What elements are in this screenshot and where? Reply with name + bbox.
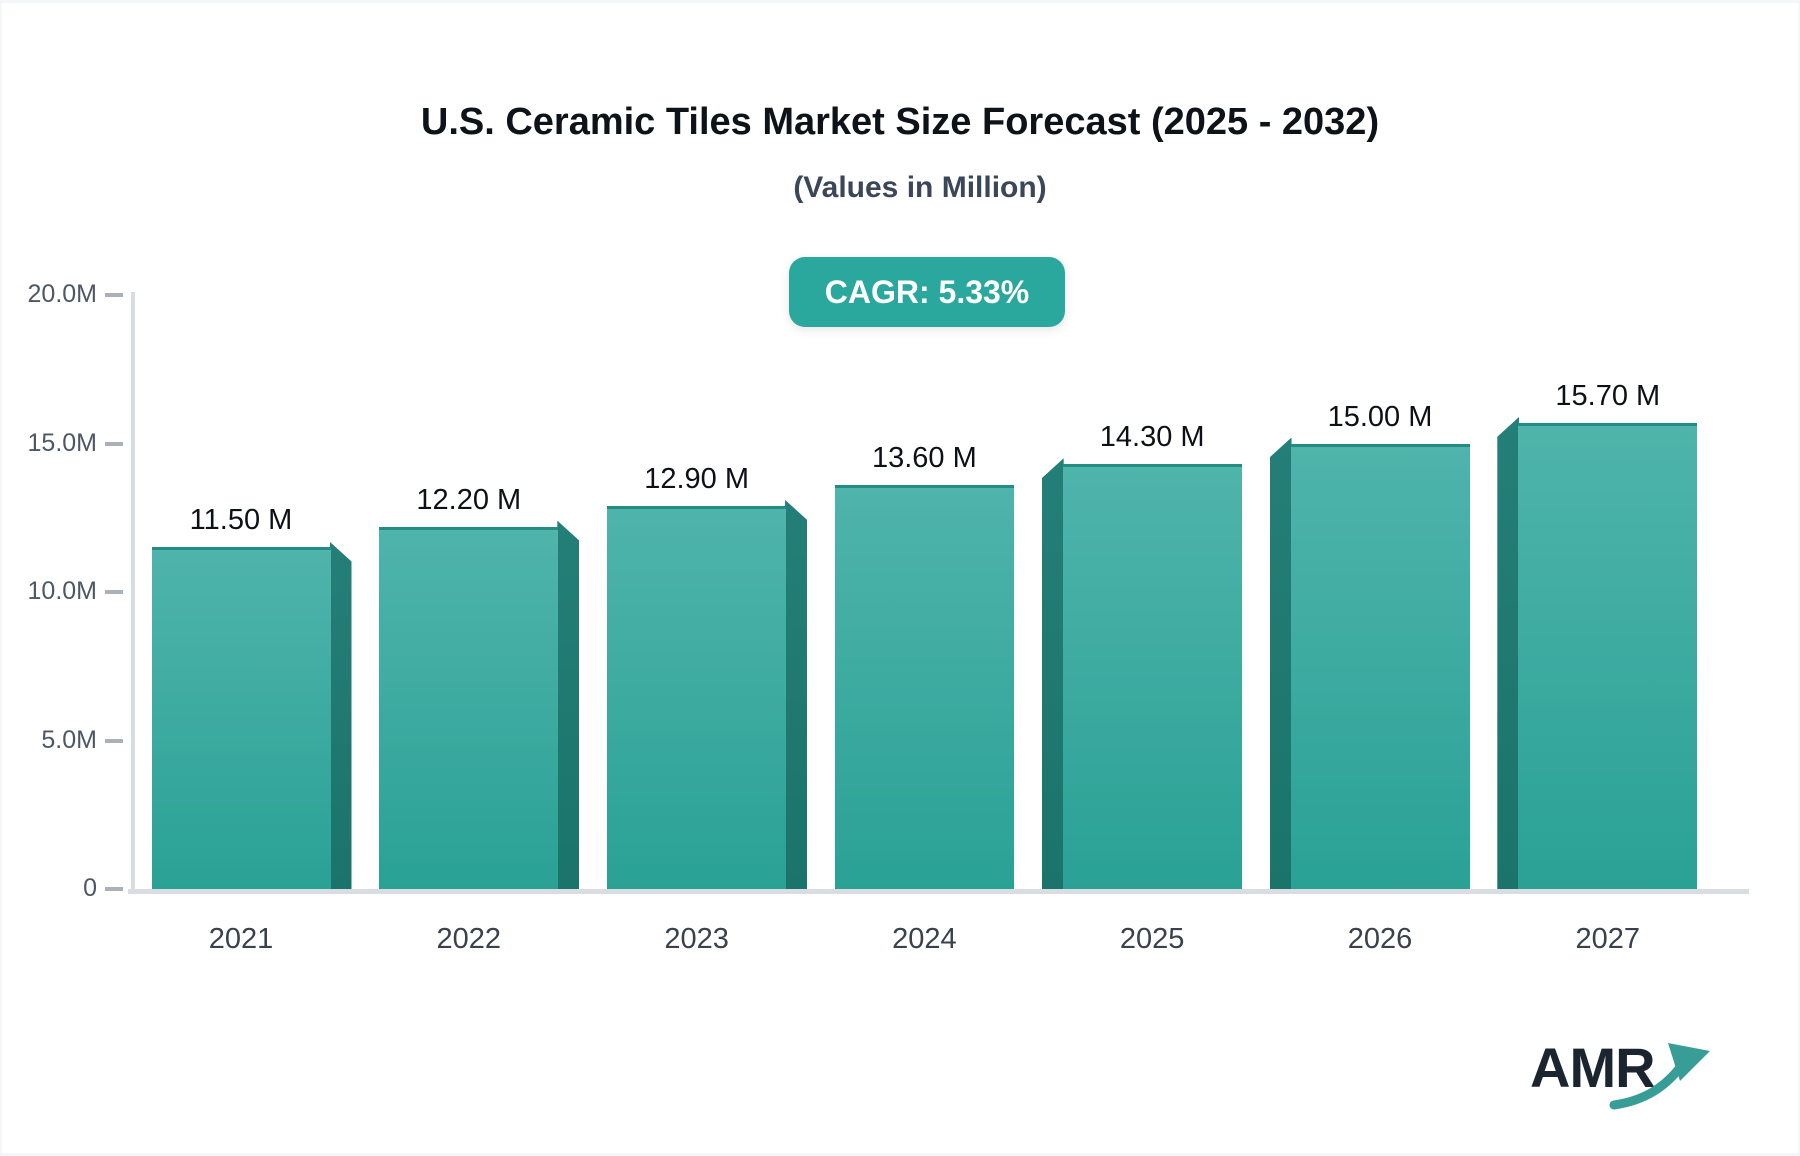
bar-3d-side-2025 (1041, 458, 1064, 892)
bar-3d-side-2021 (329, 541, 352, 892)
bar-value-label-2023: 12.90 M (644, 462, 749, 495)
bar-2022 (379, 526, 559, 891)
amr-logo-arrow-icon (1609, 1043, 1710, 1110)
x-axis-line (128, 889, 1749, 894)
cagr-badge-label: CAGR: 5.33% (824, 273, 1030, 310)
bar-2021 (151, 547, 331, 891)
y-tick-label: 5.0M (41, 725, 97, 754)
bar-2027 (1518, 422, 1698, 891)
y-tick-label: 0 (83, 874, 97, 902)
x-tick-label-2023: 2023 (664, 923, 729, 955)
x-tick-label-2026: 2026 (1347, 923, 1413, 955)
y-tick-label: 15.0M (27, 428, 97, 457)
plot-area: 20.0M 15.0M 10.0M 5.0M 0 11.50 M 12.20 M 12.90… (2, 3, 1798, 1153)
bar-2025 (1062, 464, 1242, 891)
chart-subtitle: (Values in Million) (793, 171, 1047, 204)
x-tick-label-2027: 2027 (1575, 923, 1641, 955)
bar-3d-side-2023 (785, 499, 808, 892)
y-axis-line (131, 292, 135, 894)
y-tick-label: 20.0M (27, 280, 97, 308)
y-tick-label: 10.0M (27, 577, 97, 605)
bar-value-label-2025: 14.30 M (1099, 421, 1205, 454)
bar-value-label-2021: 11.50 M (189, 504, 293, 537)
y-tick-mark (105, 887, 123, 891)
bar-value-label-2027: 15.70 M (1555, 379, 1661, 412)
x-tick-label-2022: 2022 (436, 923, 502, 955)
amr-logo-text: AMR (1530, 1036, 1656, 1099)
amr-logo: AMR (1530, 1033, 1730, 1123)
bar-3d-side-2027 (1497, 416, 1520, 892)
bar-2024 (834, 485, 1014, 891)
y-tick-mark (105, 590, 123, 594)
bar-2023 (607, 505, 787, 891)
bar-value-label-2022: 12.20 M (416, 483, 522, 516)
x-tick-label-2024: 2024 (892, 923, 957, 955)
bar-value-label-2024: 13.60 M (871, 442, 977, 475)
y-tick-mark (105, 441, 123, 446)
bar-3d-side-2022 (557, 520, 580, 892)
cagr-badge: CAGR: 5.33% (789, 257, 1065, 327)
y-tick-mark (105, 293, 123, 297)
y-tick-mark (105, 738, 123, 743)
bar-3d-side-2026 (1269, 437, 1292, 892)
chart-title: U.S. Ceramic Tiles Market Size Forecast … (420, 101, 1380, 143)
x-tick-label-2025: 2025 (1119, 923, 1185, 955)
bar-2026 (1290, 443, 1470, 891)
x-tick-label-2021: 2021 (208, 923, 274, 955)
bar-value-label-2026: 15.00 M (1327, 400, 1433, 433)
